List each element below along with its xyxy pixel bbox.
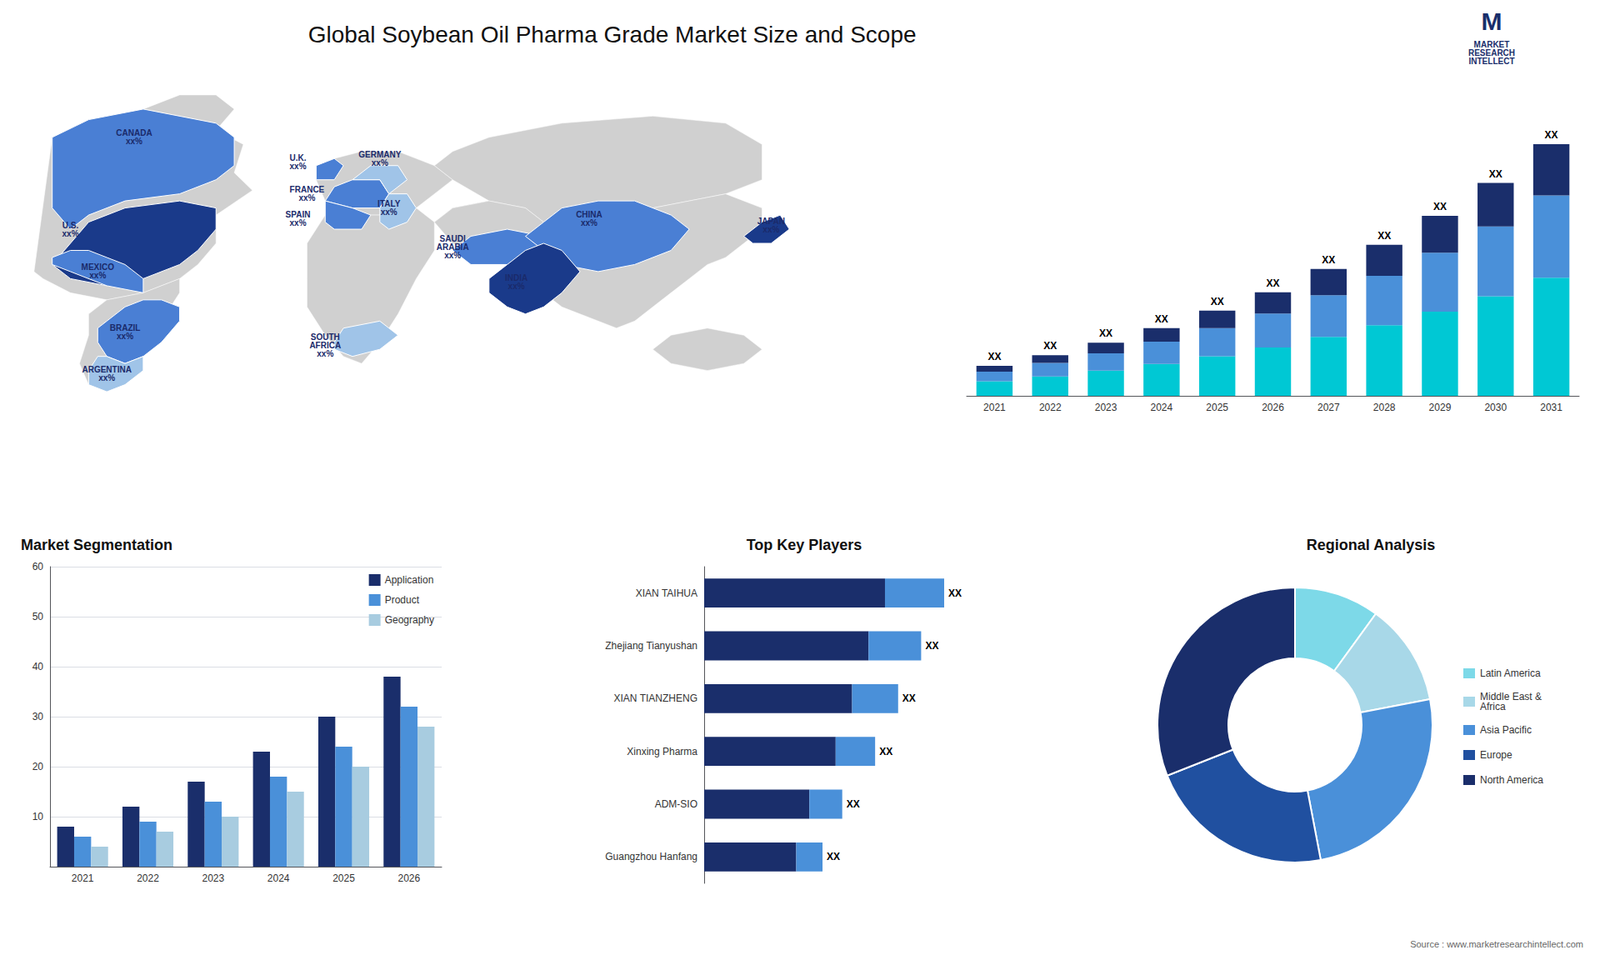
svg-text:ADM-SIO: ADM-SIO — [655, 798, 698, 810]
svg-text:xx%: xx% — [508, 281, 525, 291]
svg-text:MARKET: MARKET — [1473, 39, 1510, 49]
svg-text:Application: Application — [385, 574, 435, 586]
svg-text:60: 60 — [32, 560, 45, 573]
svg-text:xx%: xx% — [62, 229, 80, 239]
svg-text:CHINA: CHINA — [575, 209, 603, 219]
svg-text:XIAN TIANZHENG: XIAN TIANZHENG — [614, 692, 698, 705]
svg-text:INDIA: INDIA — [505, 273, 528, 283]
svg-text:2021: 2021 — [71, 872, 95, 885]
svg-text:North America: North America — [1480, 774, 1544, 786]
svg-text:xx%: xx% — [125, 136, 143, 146]
svg-text:Market Segmentation: Market Segmentation — [20, 536, 173, 554]
svg-text:SAUDI: SAUDI — [439, 233, 466, 244]
svg-text:Africa: Africa — [1480, 700, 1506, 713]
svg-text:XX: XX — [1155, 313, 1169, 325]
svg-text:2026: 2026 — [1261, 401, 1285, 414]
svg-text:SOUTH: SOUTH — [310, 332, 340, 343]
svg-text:xx%: xx% — [444, 250, 461, 260]
svg-text:Product: Product — [385, 594, 420, 606]
svg-text:2023: 2023 — [201, 872, 225, 885]
svg-text:xx%: xx% — [290, 161, 307, 171]
svg-text:2021: 2021 — [983, 401, 1006, 414]
svg-text:2031: 2031 — [1540, 401, 1563, 414]
svg-text:GERMANY: GERMANY — [358, 149, 402, 159]
svg-text:XX: XX — [879, 745, 893, 758]
svg-text:FRANCE: FRANCE — [289, 185, 325, 195]
svg-text:Xinxing Pharma: Xinxing Pharma — [626, 745, 698, 758]
svg-text:M: M — [1481, 7, 1503, 35]
svg-text:xx%: xx% — [580, 218, 598, 228]
svg-text:2030: 2030 — [1484, 401, 1507, 414]
svg-text:2025: 2025 — [1205, 401, 1229, 414]
svg-text:2025: 2025 — [332, 872, 355, 885]
svg-text:xx%: xx% — [89, 270, 106, 280]
svg-text:xx%: xx% — [290, 218, 307, 228]
svg-text:ARGENTINA: ARGENTINA — [82, 365, 132, 375]
svg-text:SPAIN: SPAIN — [285, 209, 311, 219]
svg-text:XX: XX — [987, 350, 1001, 363]
svg-text:Geography: Geography — [385, 614, 435, 626]
svg-text:XX: XX — [1489, 168, 1503, 180]
svg-text:2028: 2028 — [1373, 401, 1396, 414]
svg-text:XX: XX — [925, 640, 939, 652]
svg-text:2027: 2027 — [1317, 401, 1340, 414]
svg-text:xx%: xx% — [116, 331, 134, 341]
svg-text:XX: XX — [1377, 230, 1391, 242]
svg-text:U.S.: U.S. — [62, 220, 79, 230]
svg-text:ARABIA: ARABIA — [436, 242, 469, 252]
svg-text:XX: XX — [826, 850, 840, 863]
svg-text:Guangzhou Hanfang: Guangzhou Hanfang — [605, 850, 698, 863]
svg-text:40: 40 — [32, 660, 45, 673]
svg-text:ITALY: ITALY — [377, 199, 401, 209]
svg-text:XX: XX — [902, 692, 916, 705]
svg-text:XX: XX — [1099, 327, 1113, 340]
svg-text:xx%: xx% — [98, 373, 115, 383]
svg-text:Regional Analysis: Regional Analysis — [1306, 536, 1435, 554]
svg-text:Top Key Players: Top Key Players — [746, 536, 863, 554]
svg-text:XIAN TAIHUA: XIAN TAIHUA — [635, 587, 698, 600]
svg-text:XX: XX — [1545, 129, 1559, 141]
svg-text:XX: XX — [1210, 295, 1225, 308]
svg-text:2023: 2023 — [1095, 401, 1118, 414]
svg-text:RESEARCH: RESEARCH — [1468, 47, 1516, 58]
svg-text:XX: XX — [1321, 254, 1335, 266]
svg-text:xx%: xx% — [298, 193, 315, 203]
svg-text:XX: XX — [1265, 277, 1280, 290]
svg-text:xx%: xx% — [380, 207, 398, 217]
svg-text:CANADA: CANADA — [116, 128, 153, 138]
svg-text:XX: XX — [1433, 200, 1447, 213]
svg-text:2026: 2026 — [397, 872, 420, 885]
svg-text:Middle East &: Middle East & — [1480, 690, 1542, 703]
svg-text:xx%: xx% — [316, 349, 334, 359]
svg-text:10: 10 — [32, 810, 45, 823]
svg-text:50: 50 — [32, 610, 45, 623]
svg-text:Europe: Europe — [1480, 749, 1513, 761]
svg-text:Asia Pacific: Asia Pacific — [1480, 724, 1532, 736]
svg-text:XX: XX — [948, 587, 962, 600]
svg-text:20: 20 — [32, 760, 45, 773]
svg-text:2024: 2024 — [1150, 401, 1174, 414]
svg-text:JAPAN: JAPAN — [757, 216, 785, 227]
svg-text:2022: 2022 — [136, 872, 160, 885]
svg-text:XX: XX — [1043, 340, 1057, 352]
svg-text:Source : www.marketresearchint: Source : www.marketresearchintellect.com — [1410, 939, 1584, 950]
svg-text:xx%: xx% — [371, 158, 389, 168]
svg-text:Latin America: Latin America — [1480, 667, 1541, 680]
svg-text:INTELLECT: INTELLECT — [1469, 56, 1515, 66]
svg-text:2024: 2024 — [267, 872, 290, 885]
svg-text:30: 30 — [32, 710, 45, 723]
svg-text:Zhejiang Tianyushan: Zhejiang Tianyushan — [605, 640, 698, 652]
svg-text:MEXICO: MEXICO — [81, 262, 115, 272]
svg-text:AFRICA: AFRICA — [309, 341, 341, 351]
svg-text:Global Soybean Oil Pharma Grad: Global Soybean Oil Pharma Grade Market S… — [308, 21, 917, 48]
svg-text:U.K.: U.K. — [289, 153, 307, 163]
svg-text:2029: 2029 — [1429, 401, 1452, 414]
svg-text:BRAZIL: BRAZIL — [109, 322, 141, 333]
svg-text:XX: XX — [846, 798, 860, 810]
svg-text:2022: 2022 — [1039, 401, 1062, 414]
svg-text:xx%: xx% — [762, 225, 780, 235]
